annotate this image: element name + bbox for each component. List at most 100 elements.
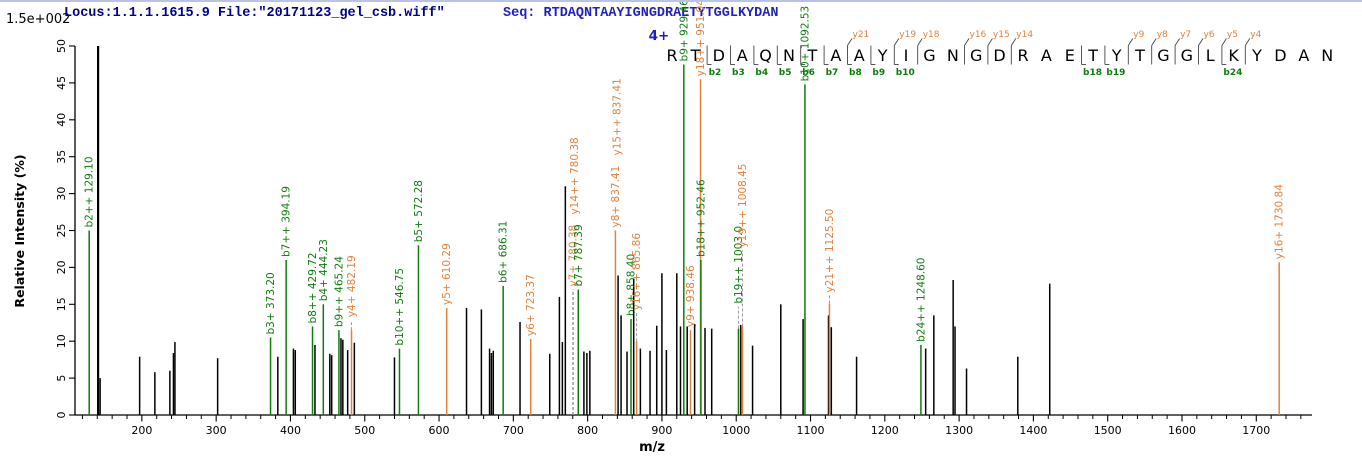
x-tick-label: 1600 — [1168, 424, 1196, 437]
y-ion-hook — [847, 38, 853, 46]
y-ion-label: y18 — [923, 30, 940, 40]
peak-label: y7+ 780.38 — [568, 225, 580, 287]
sequence-residue: K — [1228, 46, 1239, 65]
sequence-residue: Y — [877, 46, 888, 65]
y-ion-label: y7 — [1180, 30, 1191, 40]
y-ion-label: y6 — [1204, 30, 1215, 40]
sequence-residue: Q — [759, 46, 772, 65]
peak-label: b4+ 444.23 — [318, 239, 330, 301]
peak-label: y16+ 1730.84 — [1274, 184, 1286, 259]
b-ion-label: b24 — [1223, 68, 1242, 78]
y-tick-label: 35 — [55, 150, 68, 164]
peak-label: b24++ 1248.60 — [915, 257, 927, 341]
intensity-scale-note: 1.5e+002 — [6, 12, 71, 27]
sequence-residue: D — [713, 46, 725, 65]
y-tick-label: 15 — [55, 297, 68, 311]
y-axis-title: Relative Intensity (%) — [12, 154, 27, 307]
sequence-residue: G — [1181, 46, 1193, 65]
sequence-header: Seq: RTDAQNTAAYIGNGDRAETYTGGLKYDAN — [503, 6, 779, 21]
y-tick-label: 40 — [55, 113, 68, 127]
peak-label: y19++ 1008.45 — [737, 164, 749, 248]
sequence-residue: Y — [1111, 46, 1122, 65]
y-tick-label: 20 — [55, 260, 68, 274]
y-ion-label: y16 — [970, 30, 987, 40]
b-ion-label: b9 — [872, 68, 885, 78]
b-ion-label: b4 — [755, 68, 768, 78]
y-ion-hook — [1198, 38, 1204, 46]
peak-label: b10+ 1092.53 — [799, 6, 811, 82]
peak-label-secondary: y15++ 837.41 — [611, 78, 623, 155]
peak-label: b8++ 429.72 — [307, 252, 319, 323]
sequence-residue: A — [830, 46, 841, 65]
peak-label: y5+ 610.29 — [441, 243, 453, 305]
y-ion-label: y15 — [993, 30, 1010, 40]
peak-label: b18++ 952.46 — [695, 179, 707, 257]
peak-label: b9++ 465.24 — [333, 256, 345, 327]
x-tick-label: 900 — [651, 424, 672, 437]
x-tick-label: 1500 — [1094, 424, 1122, 437]
peak-label: y4+ 482.19 — [346, 255, 358, 317]
y-tick-label: 25 — [55, 224, 68, 238]
x-tick-label: 400 — [280, 424, 301, 437]
y-ion-hook — [1151, 38, 1157, 46]
sequence-residue: T — [1087, 46, 1098, 65]
y-ion-hook — [987, 38, 993, 46]
y-ion-hook — [1244, 38, 1251, 46]
peak-label: y18++ 951.94 — [695, 2, 707, 76]
peak-label: b9+ 929.46 — [678, 2, 690, 61]
x-axis-title: m/z — [639, 440, 665, 455]
sequence-residue: N — [783, 46, 795, 65]
y-tick-label: 10 — [55, 334, 68, 348]
x-tick-label: 1700 — [1242, 424, 1270, 437]
b-ion-label: b2 — [709, 68, 722, 78]
x-tick-label: 1300 — [945, 424, 973, 437]
locus-file-header: Locus:1.1.1.1615.9 File:"20171123_gel_cs… — [64, 6, 445, 21]
peak-label: y21++ 1125.50 — [824, 209, 836, 293]
sequence-residue: Y — [1251, 46, 1262, 65]
sequence-residue: A — [737, 46, 748, 65]
sequence-residue: R — [666, 46, 677, 65]
sequence-residue: E — [1065, 46, 1075, 65]
x-tick-label: 1400 — [1019, 424, 1047, 437]
y-tick-label: 0 — [55, 412, 68, 419]
peak-label: y9+ 938.46 — [685, 265, 697, 327]
x-tick-label: 600 — [429, 424, 450, 437]
peak-label: b6+ 686.31 — [498, 221, 510, 283]
sequence-residue: G — [1157, 46, 1169, 65]
y-ion-label: y19 — [899, 30, 916, 40]
y-ion-hook — [1127, 38, 1134, 46]
y-ion-hook — [893, 38, 900, 46]
x-tick-label: 800 — [577, 424, 598, 437]
peak-label: b7+ 787.39 — [573, 224, 585, 286]
b-ion-label: b6 — [802, 68, 815, 78]
sequence-residue: G — [923, 46, 935, 65]
y-tick-label: 5 — [55, 375, 68, 382]
y-ion-hook — [1010, 38, 1017, 46]
y-ion-hook — [917, 38, 923, 46]
peak-label: b8+ 858.40 — [626, 254, 638, 316]
precursor-charge: 4+ — [649, 28, 670, 44]
y-ion-label: y5 — [1227, 30, 1238, 40]
y-ion-label: y9 — [1133, 30, 1144, 40]
x-tick-label: 1000 — [722, 424, 750, 437]
y-ion-hook — [964, 38, 970, 46]
peak-label: b19++ 1003.0 — [733, 226, 745, 304]
sequence-residue: N — [947, 46, 959, 65]
sequence-residue: T — [807, 46, 818, 65]
b-ion-label: b18 — [1083, 68, 1102, 78]
y-ion-label: y14 — [1016, 30, 1033, 40]
x-tick-label: 1200 — [871, 424, 899, 437]
peak-label: b5+ 572.28 — [413, 180, 425, 242]
peak-label-secondary: y14++ 780.38 — [569, 137, 581, 214]
peak-label: y16++ 865.86 — [631, 233, 643, 311]
y-ion-label: y8 — [1157, 30, 1168, 40]
b-ion-label: b10 — [896, 68, 915, 78]
y-ion-label: y21 — [853, 30, 870, 40]
sequence-residue: A — [1041, 46, 1052, 65]
x-tick-label: 300 — [206, 424, 227, 437]
sequence-residue: D — [993, 46, 1005, 65]
peak-label: b10++ 546.75 — [394, 268, 406, 346]
y-tick-label: 45 — [55, 76, 68, 90]
